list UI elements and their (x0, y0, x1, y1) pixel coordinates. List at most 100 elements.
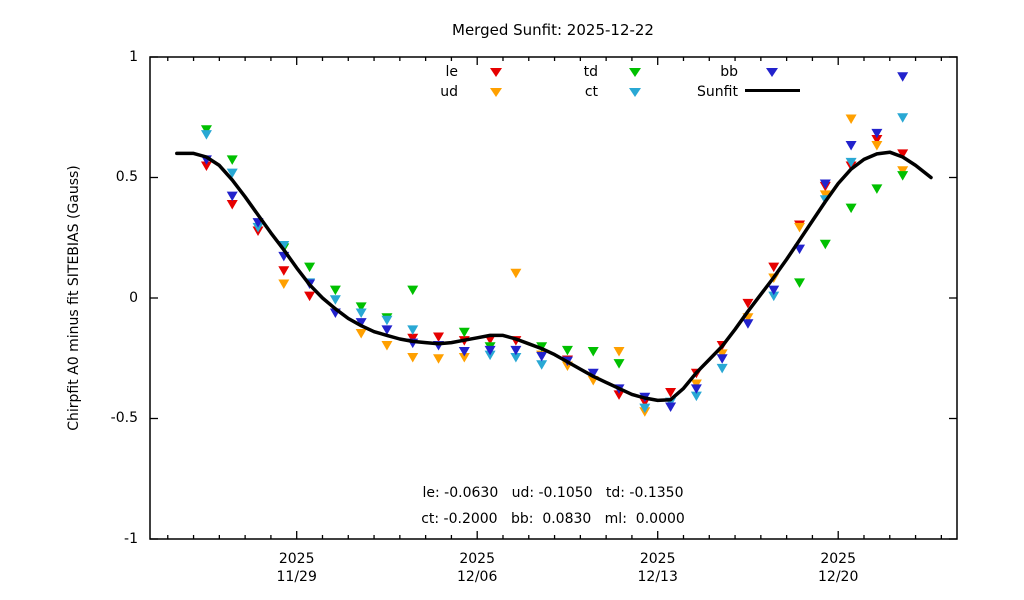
data-point-td (794, 278, 806, 288)
data-point-td (407, 285, 419, 296)
data-point-ct (484, 350, 496, 361)
data-point-bb (226, 191, 238, 202)
data-point-td (355, 302, 367, 312)
data-point-bb (819, 179, 831, 190)
x-tick-year: 2025 (278, 551, 315, 567)
legend-marker-ct-icon (629, 88, 641, 97)
data-point-td (871, 184, 883, 194)
data-point-ct (407, 325, 419, 335)
data-point-le (433, 332, 445, 343)
chart-title: Merged Sunfit: 2025-12-22 (452, 21, 654, 39)
legend-label-ud: ud (440, 84, 458, 100)
data-point-ud (613, 347, 625, 357)
data-point-ct (226, 168, 238, 179)
data-point-ct (329, 295, 341, 305)
data-point-ct (510, 353, 522, 363)
data-point-ud (407, 353, 419, 363)
legend-marker-ud-icon (490, 88, 502, 97)
legend-marker-le-icon (490, 68, 502, 77)
data-point-le (407, 333, 419, 344)
data-point-td (329, 285, 341, 296)
data-point-le (871, 134, 883, 145)
data-point-ud (871, 140, 883, 151)
data-point-bb (355, 318, 367, 328)
data-point-ct (716, 363, 728, 374)
plot-border (149, 56, 958, 540)
x-tick-date: 12/06 (457, 569, 498, 585)
legend-label-bb: bb (720, 64, 738, 80)
data-point-bb (690, 384, 702, 394)
data-point-le (613, 390, 625, 400)
data-point-ct (690, 391, 702, 402)
bias-annotation-line1: le: -0.0630 ud: -0.1050 td: -0.1350 (422, 485, 684, 501)
data-point-le (742, 298, 754, 309)
data-point-ct (381, 315, 393, 326)
data-point-bb (716, 354, 728, 364)
data-point-bb (510, 345, 522, 356)
x-tick-label-1129: 2025 11/29 (277, 550, 317, 586)
bias-annotation-line2: ct: -0.2000 bb: 0.0830 ml: 0.0000 (421, 511, 685, 527)
data-point-bb (484, 345, 496, 356)
y-tick-label-1: 1 (129, 49, 138, 65)
data-point-le (665, 387, 677, 398)
data-point-td (304, 262, 316, 273)
data-point-ct (768, 291, 780, 302)
x-tick-year: 2025 (820, 551, 857, 567)
data-point-ud (278, 279, 290, 290)
data-point-bb (871, 128, 883, 139)
legend-label-sunfit: Sunfit (697, 84, 738, 100)
data-point-ud (381, 340, 393, 351)
x-tick-year: 2025 (459, 551, 496, 567)
data-point-td (458, 327, 470, 338)
data-point-bb (665, 402, 677, 412)
data-point-le (226, 200, 238, 210)
data-point-bb (845, 140, 857, 151)
x-tick-label-1206: 2025 12/06 (457, 550, 497, 586)
data-point-le (897, 149, 909, 159)
data-point-bb (897, 72, 909, 82)
legend-marker-bb-icon (766, 68, 778, 77)
data-point-le (200, 161, 212, 171)
legend-label-ct: ct (584, 84, 598, 100)
data-point-td (200, 125, 212, 135)
data-point-ct (200, 130, 212, 140)
data-point-ct (252, 222, 264, 233)
data-point-ud (433, 354, 445, 364)
y-tick-label-m1: -1 (124, 531, 138, 547)
x-tick-date: 11/29 (276, 569, 317, 585)
x-tick-date: 12/20 (818, 569, 859, 585)
data-point-bb (768, 285, 780, 296)
data-point-ct (897, 113, 909, 123)
y-tick-label-m0p5: -0.5 (110, 410, 138, 426)
data-point-bb (587, 368, 599, 379)
data-point-td (897, 171, 909, 181)
x-tick-date: 12/13 (637, 569, 678, 585)
legend-label-td: td (583, 64, 598, 80)
data-point-td (587, 347, 599, 357)
data-point-td (226, 155, 238, 165)
data-point-td (819, 239, 831, 250)
data-point-ud (510, 268, 522, 279)
x-tick-label-1220: 2025 12/20 (818, 550, 858, 586)
x-tick-label-1213: 2025 12/13 (638, 550, 678, 586)
data-point-td (845, 203, 857, 214)
data-point-bb (381, 325, 393, 335)
data-point-ct (355, 308, 367, 318)
data-point-bb (536, 351, 548, 362)
data-point-ud (355, 328, 367, 339)
data-point-ud (819, 190, 831, 200)
data-point-ud (897, 166, 909, 176)
legend-label-le: le (445, 64, 458, 80)
data-point-bb (742, 319, 754, 329)
data-point-ud (458, 353, 470, 363)
y-tick-label-0p5: 0.5 (115, 169, 138, 185)
data-point-bb (458, 347, 470, 357)
data-point-ct (639, 403, 651, 414)
data-point-td (561, 345, 573, 356)
legend-sunfit-line-icon (745, 89, 800, 92)
data-point-ct (536, 360, 548, 370)
legend-marker-td-icon (629, 68, 641, 77)
data-point-ud (794, 222, 806, 233)
